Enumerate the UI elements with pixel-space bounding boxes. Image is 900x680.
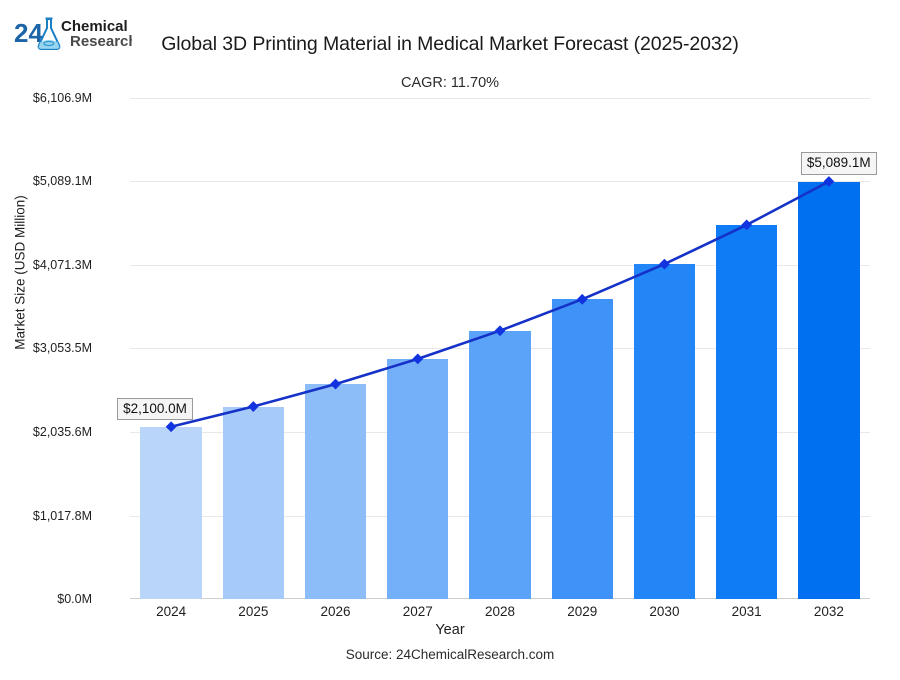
x-axis-tick-label-2027: 2027 <box>402 604 433 619</box>
y-axis-tick-label: $2,035.6M <box>32 425 92 439</box>
bar-2027[interactable] <box>387 358 449 599</box>
x-axis-tick-label-2024: 2024 <box>156 604 187 619</box>
x-axis-tick-label-2032: 2032 <box>813 604 844 619</box>
y-axis-title: Market Size (USD Million) <box>12 195 28 350</box>
x-axis-tick-label-2031: 2031 <box>731 604 762 619</box>
x-axis-title: Year <box>435 622 465 638</box>
x-axis-tick-label-2025: 2025 <box>238 604 269 619</box>
bar-2031[interactable] <box>716 224 778 599</box>
bar-2024[interactable] <box>140 426 202 599</box>
y-axis-tick-label: $0.0M <box>57 592 92 606</box>
svg-text:Research: Research <box>70 33 132 50</box>
bar-2029[interactable] <box>551 299 613 599</box>
source-note: Source: 24ChemicalResearch.com <box>345 647 555 662</box>
x-axis-tick-label-2030: 2030 <box>649 604 680 619</box>
bar-2030[interactable] <box>633 264 696 599</box>
cagr-subtitle: CAGR: 11.70% <box>400 75 500 91</box>
bar-2032[interactable] <box>798 181 860 599</box>
gridline <box>130 98 870 99</box>
bars-layer <box>130 98 870 599</box>
bar-2026[interactable] <box>304 384 367 599</box>
y-axis-tick-label: $1,017.8M <box>32 508 92 523</box>
brand-logo: 24 Chemical Research <box>14 12 132 56</box>
bar-2028[interactable] <box>469 330 531 599</box>
y-axis-tick-label: $6,106.9M <box>32 91 92 105</box>
x-axis-tick-label-2028: 2028 <box>484 604 516 619</box>
y-axis-tick-label: $3,053.5M <box>32 341 92 356</box>
plot-area: $0.0M $1,017.8M $2,035.6M $3,053.5M $4,071.3… <box>33 91 877 619</box>
x-axis-tick-label-2029: 2029 <box>567 604 598 619</box>
bar-2025[interactable] <box>222 406 284 599</box>
svg-text:Chemical: Chemical <box>61 18 128 35</box>
value-callout-2024: $2,100.0M <box>117 397 193 421</box>
page-title: Global 3D Printing Material in Medical M… <box>161 33 739 55</box>
y-axis-tick-label: $5,089.1M <box>32 174 92 189</box>
svg-text:24: 24 <box>14 18 43 48</box>
x-axis-tick-label-2026: 2026 <box>320 604 351 619</box>
value-callout-2032: $5,089.1M <box>800 152 877 175</box>
y-axis-tick-label: $4,071.3M <box>32 257 92 272</box>
flask-icon: 24 Chemical Research <box>14 17 132 50</box>
